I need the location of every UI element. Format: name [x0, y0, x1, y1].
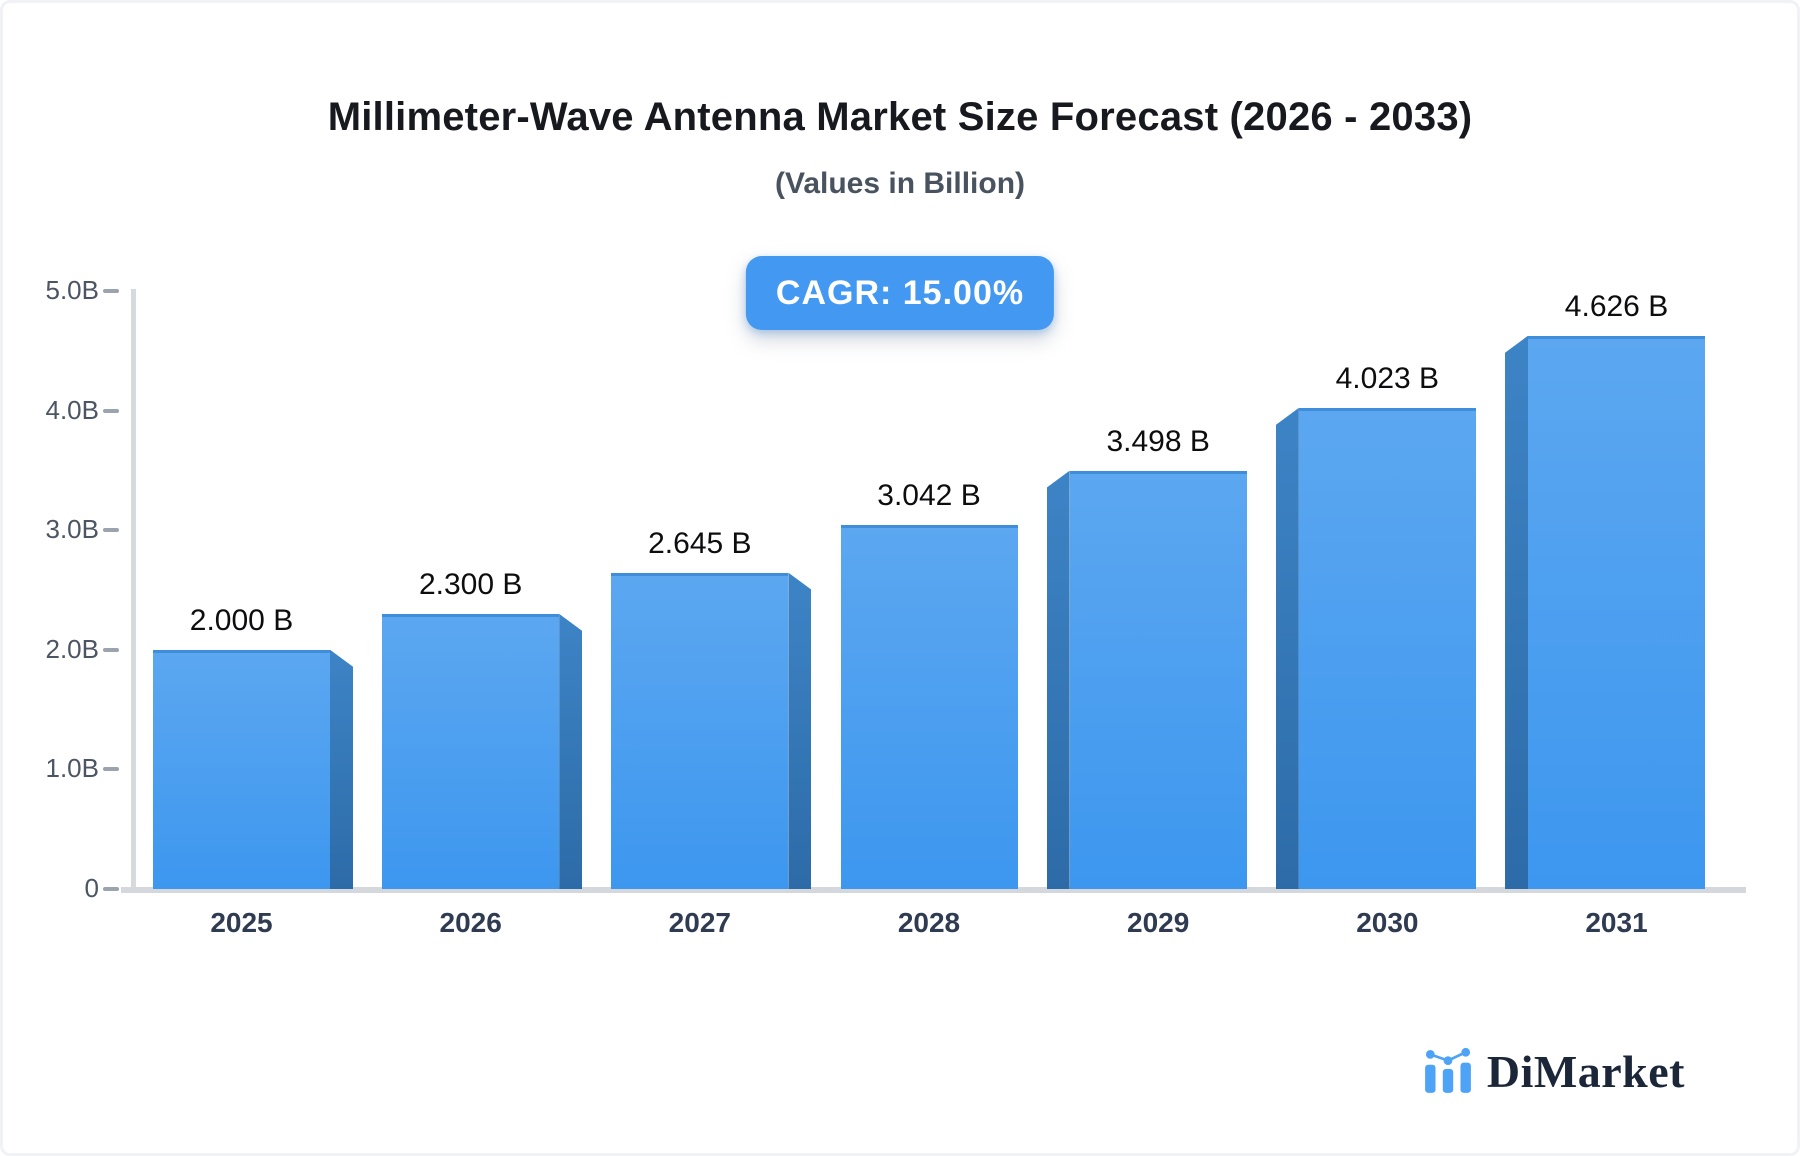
- cagr-badge-label: CAGR: 15.00%: [775, 273, 1025, 312]
- bar-value-label: 4.023 B: [1335, 361, 1440, 395]
- dimarket-logo: DiMarket: [1422, 1041, 1685, 1101]
- x-axis-category-label: 2027: [668, 907, 731, 938]
- bar-side-face: [330, 649, 353, 889]
- y-axis-tick-label: 5.0B: [45, 275, 100, 305]
- x-axis-category-label: 2029: [1127, 907, 1190, 938]
- x-axis-category-label: 2025: [210, 907, 273, 938]
- y-axis-line: [131, 289, 136, 893]
- y-axis-tick-label: 4.0B: [45, 394, 100, 425]
- y-axis-tick-mark: [103, 887, 119, 891]
- bar-line-chart-icon: [1424, 1047, 1471, 1093]
- bar-value-label: 3.498 B: [1106, 424, 1210, 458]
- bar-chart: 5.0B 4.0B 3.0B 2.0B 1.0B 0 2.000 B 2025 2.300 B 2…: [3, 3, 1797, 1153]
- bar-side-face: [1505, 335, 1529, 889]
- y-axis-tick-label: 0: [84, 873, 99, 903]
- y-axis-tick-mark: [103, 289, 119, 293]
- bar-side-face: [1275, 407, 1299, 889]
- bar-2029: [1069, 470, 1247, 889]
- y-axis-tick-label: 2.0B: [45, 633, 100, 664]
- chart-subtitle: (Values in Billion): [774, 167, 1026, 200]
- bar-value-label: 4.626 B: [1564, 289, 1669, 323]
- x-axis-line: [121, 887, 1746, 893]
- bar-2031: [1528, 335, 1706, 889]
- dimarket-logo-text: DiMarket: [1486, 1045, 1685, 1097]
- x-axis-category-label: 2031: [1585, 907, 1648, 938]
- bar-value-label: 2.300 B: [418, 567, 523, 601]
- bar-value-label: 3.042 B: [877, 479, 981, 513]
- bar-2030: [1298, 407, 1476, 889]
- bar-side-face: [1046, 470, 1070, 889]
- bar-2028: [840, 525, 1018, 889]
- x-axis-category-label: 2030: [1356, 907, 1419, 938]
- y-axis-tick-label: 1.0B: [45, 753, 100, 784]
- y-axis-tick-mark: [103, 408, 119, 413]
- y-axis-tick-mark: [103, 767, 119, 772]
- bar-side-face: [788, 572, 812, 889]
- bar-2026: [382, 613, 560, 889]
- bar-2025: [153, 649, 330, 889]
- y-axis-tick-mark: [103, 647, 119, 652]
- x-axis-category-label: 2026: [439, 907, 502, 938]
- y-axis-tick-mark: [103, 528, 119, 533]
- cagr-badge: CAGR: 15.00%: [745, 256, 1055, 330]
- bar-value-label: 2.645 B: [648, 526, 752, 560]
- x-axis-category-label: 2028: [897, 907, 961, 938]
- y-axis-tick-label: 3.0B: [45, 514, 100, 545]
- bar-side-face: [559, 613, 583, 889]
- page-title: Millimeter-Wave Antenna Market Size Fore…: [327, 95, 1473, 139]
- bar-value-label: 2.000 B: [189, 603, 294, 637]
- bar-2027: [611, 572, 789, 889]
